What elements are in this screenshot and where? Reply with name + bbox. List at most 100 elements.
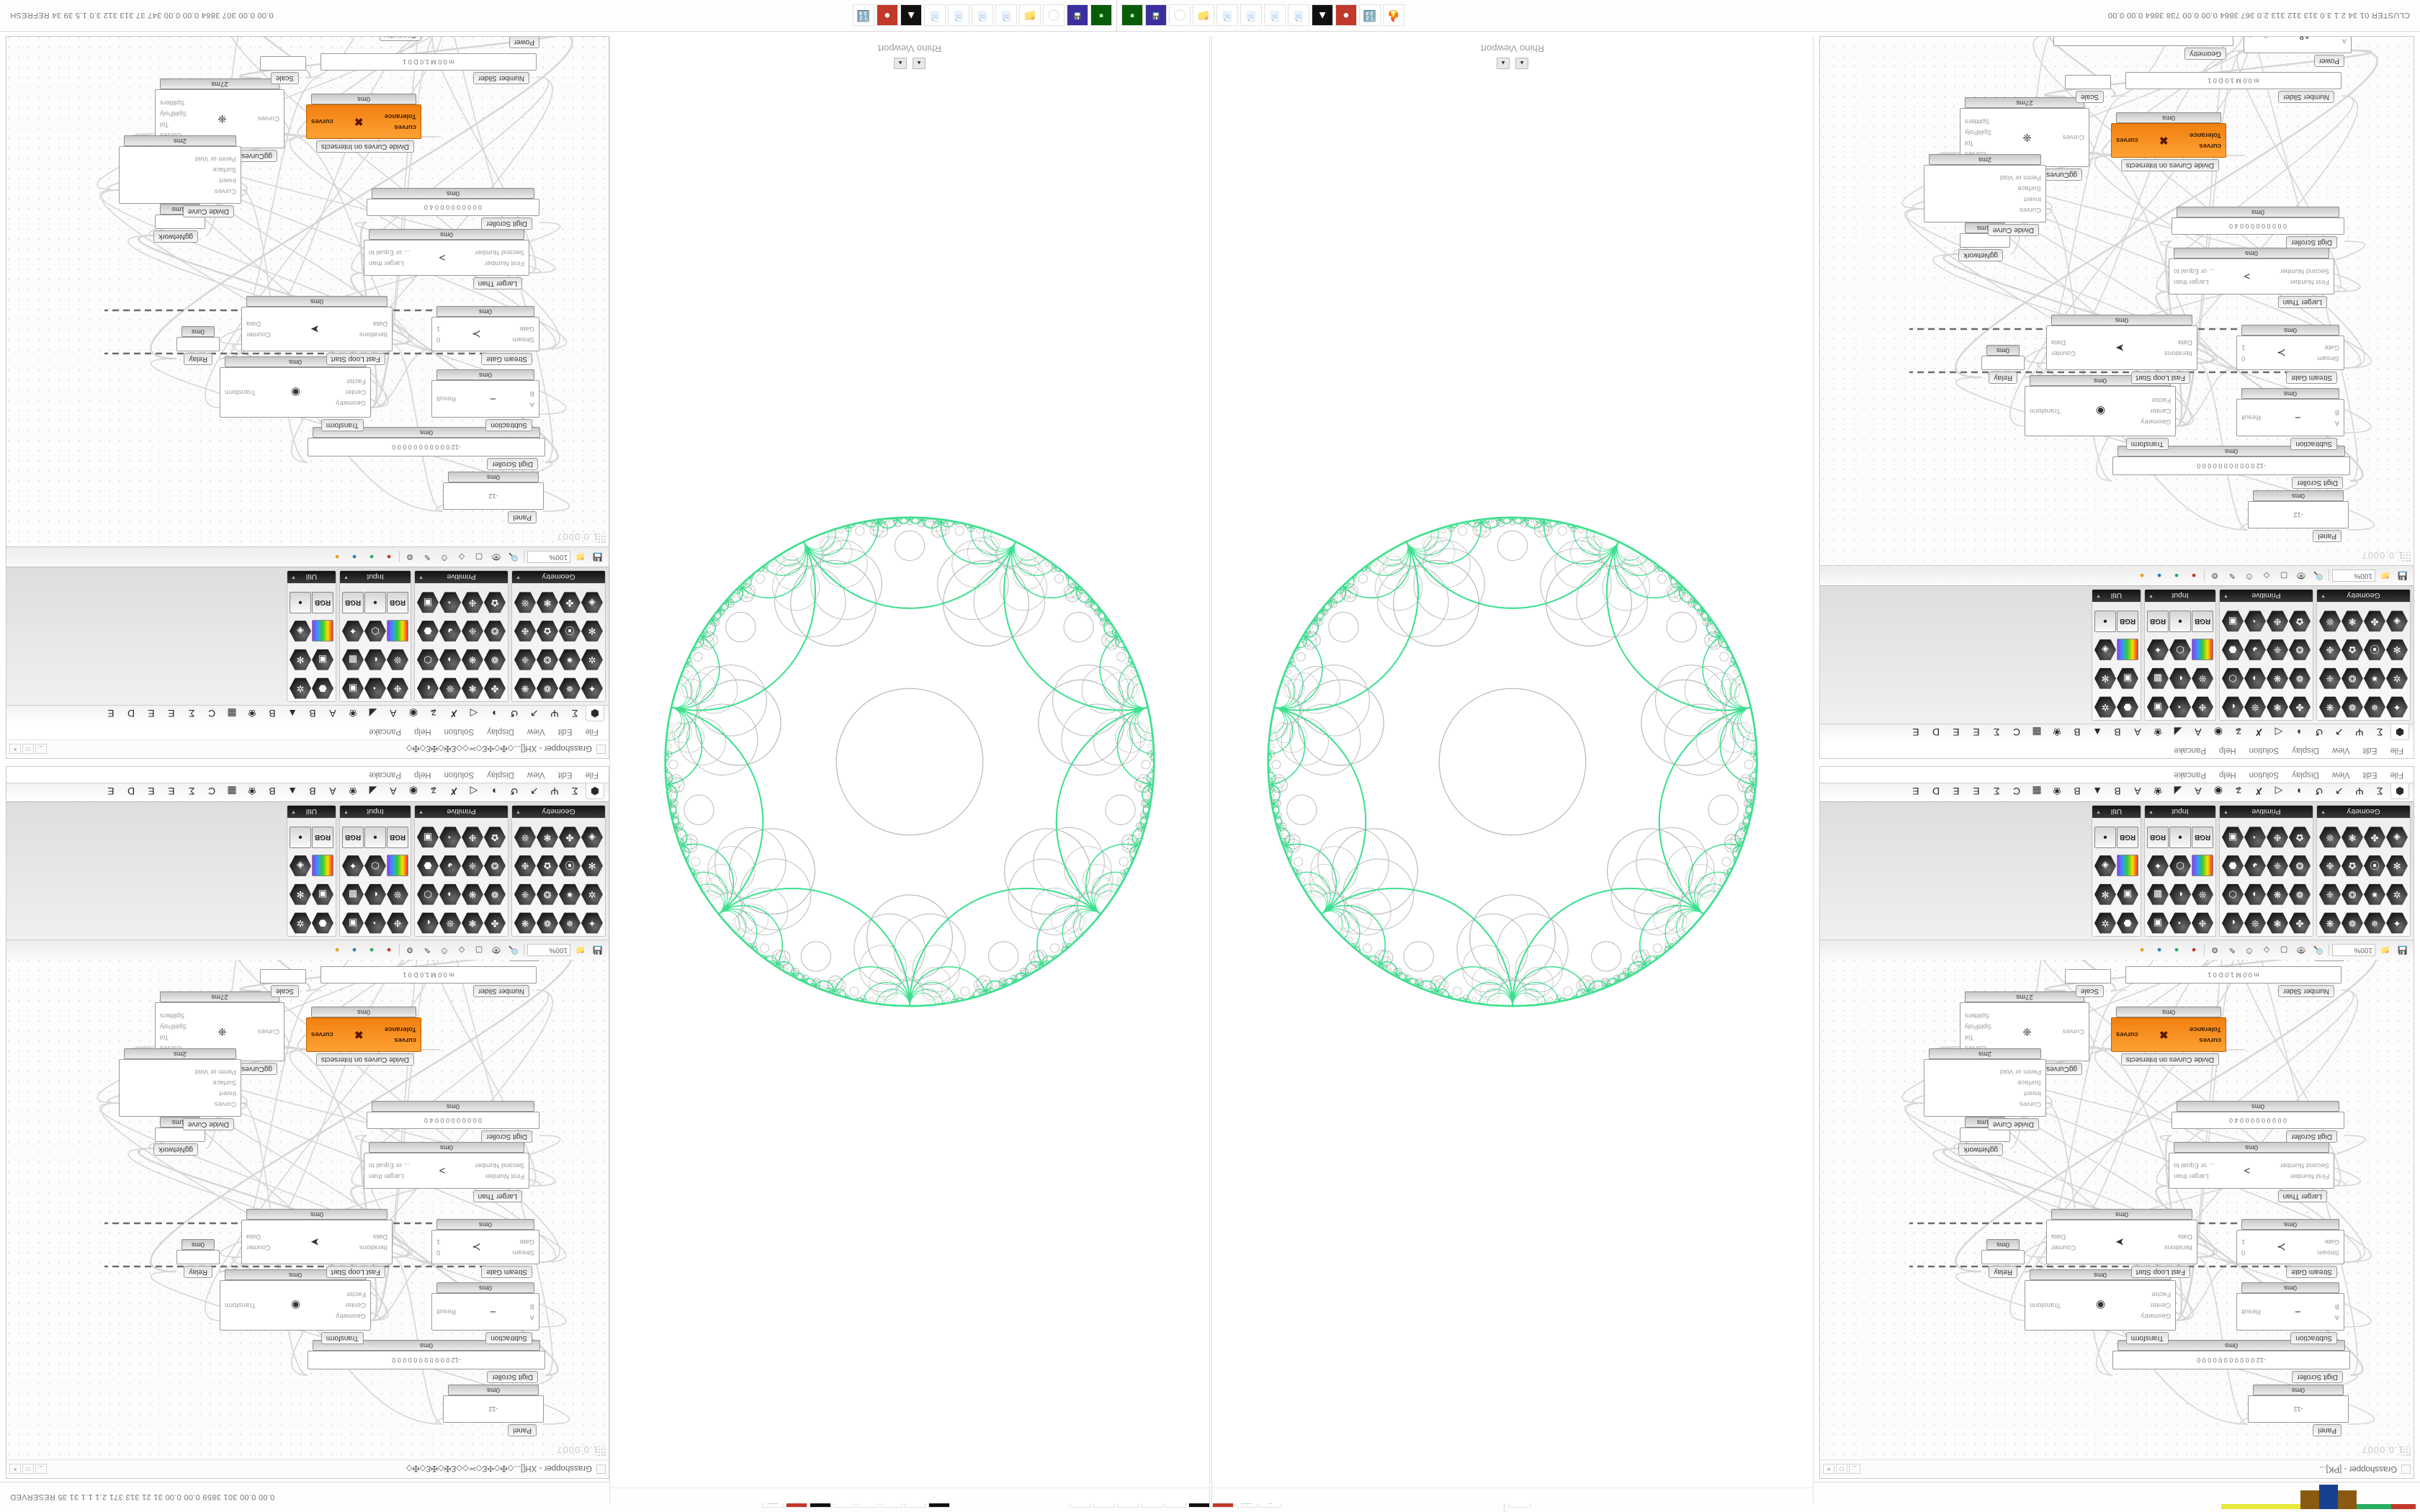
- save-icon[interactable]: 💾: [593, 945, 603, 954]
- gh-component-body[interactable]: Curves Invert Surface Perim or Void: [1924, 165, 2046, 222]
- menu-bar[interactable]: File Edit View Display Solution Help Pancake: [6, 767, 609, 783]
- component-button[interactable]: [2117, 855, 2138, 877]
- component-button[interactable]: ◐: [364, 883, 386, 905]
- search-icon[interactable]: 🔍: [2313, 945, 2323, 954]
- component-button[interactable]: ◈: [581, 592, 603, 613]
- component-button[interactable]: [312, 855, 333, 877]
- gh-input-ports[interactable]: AB: [2342, 37, 2347, 45]
- gh-port-input[interactable]: Tolerance: [2189, 1025, 2221, 1033]
- component-button[interactable]: ❁: [2341, 912, 2363, 934]
- ribbon-tab-7[interactable]: ✗: [449, 786, 458, 798]
- zoom-field[interactable]: 100%: [2332, 570, 2375, 582]
- gh-component-body[interactable]: Stream Gate ≻ 0 1: [2236, 336, 2344, 370]
- gh-port-output[interactable]: Data: [246, 1233, 261, 1241]
- menu-item-solution[interactable]: Solution: [444, 770, 475, 779]
- ribbon-group-label[interactable]: Geometry: [2317, 806, 2410, 818]
- component-button[interactable]: ✿: [537, 855, 558, 877]
- gh-output-ports[interactable]: Counter Data: [246, 320, 271, 338]
- gh-port-input[interactable]: Geometry: [336, 1312, 366, 1320]
- component-button[interactable]: ◔: [439, 827, 461, 848]
- component-button[interactable]: ❊: [439, 912, 461, 934]
- gh-port-output[interactable]: Transform: [225, 388, 256, 397]
- component-button[interactable]: ❉: [2192, 912, 2213, 934]
- component-button[interactable]: ❁: [537, 912, 558, 934]
- gh-port-output[interactable]: 0: [436, 1248, 441, 1256]
- gh-component[interactable]: Divide Curves on Intersects curves Toleran…: [306, 1007, 421, 1067]
- viewport-nav-1[interactable]: ▲ ▲: [1497, 58, 1528, 69]
- gh-port-input[interactable]: A: [529, 1313, 534, 1321]
- gh-component-body[interactable]: [260, 56, 306, 71]
- gh-component-body[interactable]: Stream Gate ≻ 0 1: [431, 317, 539, 351]
- ribbon-tab-3[interactable]: ↗: [530, 786, 539, 798]
- component-button[interactable]: ❋: [2319, 912, 2341, 934]
- gh-port-output[interactable]: Splitters: [160, 99, 185, 107]
- component-button[interactable]: ✦: [342, 855, 364, 877]
- menu-item-display[interactable]: Display: [487, 727, 514, 736]
- component-button[interactable]: ●: [364, 826, 386, 848]
- gh-input-ports[interactable]: Curves Invert Surface Perim or Void: [195, 1068, 236, 1108]
- cluster-icon[interactable]: ◇: [458, 552, 465, 561]
- rhino-viewport-window-1[interactable]: ▲ ▲ Rhino Viewport: [1211, 36, 1814, 1503]
- component-button[interactable]: ✤: [559, 827, 581, 848]
- render-icon[interactable]: ●: [2191, 571, 2197, 580]
- ribbon-group-label[interactable]: Util: [2092, 806, 2141, 818]
- component-button[interactable]: RGB: [387, 826, 408, 848]
- blender-icon[interactable]: ▲: [900, 4, 922, 27]
- ribbon-tabs[interactable]: ⬢ Σ Ψ ↗ ↺ ◗ ◁ ✗ ʑ ◉ A ◢ ❀ A B ▲ B ❀ ▦ C Σ E E D E: [6, 705, 609, 724]
- gh-output-ports[interactable]: Larger than ... or Equal to: [369, 248, 410, 267]
- component-ribbon[interactable]: ✦ ✲ ✻ ◈ ✵ ✷ ⦿ ✤ ❁ ❂ ✿ ❃ ❋ ❈ ❉ ❊ Geometry ✤ ❁ ❂ ✿ ❃ ❋ ❈ ❉ ❊ ◑ ◕ ◔ ◐ ⬡ ⬣ ▣…: [1820, 801, 2414, 940]
- ribbon-tab-13[interactable]: A: [2134, 726, 2141, 738]
- menu-bar[interactable]: File Edit View Display Solution Help Pancake: [6, 724, 609, 739]
- system-menu-icon[interactable]: [2401, 1464, 2411, 1474]
- component-button[interactable]: ✿: [2289, 827, 2311, 848]
- search-icon[interactable]: 🔍: [2313, 571, 2323, 580]
- notepad-icon[interactable]: 🗎: [995, 4, 1017, 27]
- gh-port-input[interactable]: Iterations: [359, 1243, 387, 1251]
- component-button[interactable]: ✲: [290, 912, 311, 934]
- ribbon-tab-9[interactable]: ◉: [2213, 726, 2223, 739]
- gh-component-body[interactable]: Curves Invert Surface Perim or Void: [119, 146, 241, 204]
- gh-port-output[interactable]: ... or Equal to: [2174, 267, 2215, 275]
- gh-output-ports[interactable]: Transform: [225, 389, 256, 397]
- component-button[interactable]: ▣: [417, 592, 439, 613]
- component-button[interactable]: ❊: [387, 883, 408, 905]
- ribbon-group-label[interactable]: Primitive: [415, 806, 508, 818]
- component-button[interactable]: ◈: [2386, 827, 2408, 848]
- component-button[interactable]: ◈: [2386, 611, 2408, 632]
- ribbon-tab-7[interactable]: ✗: [2254, 786, 2263, 798]
- gh-port-input[interactable]: Geometry: [336, 399, 366, 408]
- menu-item-solution[interactable]: Solution: [2249, 770, 2280, 779]
- gh-port-input[interactable]: Data: [2177, 1233, 2192, 1241]
- gh-component[interactable]: Scale: [260, 56, 306, 86]
- component-button[interactable]: ❃: [2341, 611, 2363, 632]
- gh-port-input[interactable]: A: [2334, 1313, 2339, 1321]
- component-button[interactable]: ❋: [462, 649, 483, 670]
- gh-port-input[interactable]: Center: [345, 1301, 366, 1310]
- window-controls[interactable]: _ □ ×: [1823, 1464, 1860, 1475]
- component-button[interactable]: ⦿: [2364, 855, 2385, 877]
- component-button[interactable]: ✤: [2289, 912, 2311, 934]
- gh-component-body[interactable]: 0 0 0 0 0 0 0 0 0 4 0: [2172, 217, 2344, 235]
- close-icon[interactable]: ×: [1823, 1464, 1834, 1475]
- component-button[interactable]: ✿: [537, 621, 558, 642]
- component-button[interactable]: ▦: [342, 883, 364, 905]
- gh-port-output[interactable]: 1: [2241, 343, 2246, 351]
- grasshopper-toolbar[interactable]: 💾 📁 100% 🔍 👁 ▢ ◇ ⏱ ✎ ⚙ ● ● ● ●: [1820, 565, 2414, 585]
- component-button[interactable]: ✦: [342, 621, 364, 642]
- ribbon-group-label[interactable]: Input: [340, 806, 411, 818]
- component-button[interactable]: ◈: [2094, 855, 2116, 877]
- gh-output-ports[interactable]: Result: [436, 1308, 456, 1316]
- gh-port-input[interactable]: Surface: [2017, 1079, 2041, 1086]
- component-button[interactable]: ◕: [439, 621, 461, 642]
- gh-port-input[interactable]: Second Number: [475, 248, 524, 256]
- component-button[interactable]: ❂: [537, 883, 558, 905]
- component-ribbon[interactable]: ✦ ✲ ✻ ◈ ✵ ✷ ⦿ ✤ ❁ ❂ ✿ ❃ ❋ ❈ ❉ ❊ Geometry ✤ ❁ ❂ ✿ ❃ ❋ ❈ ❉ ❊ ◑ ◕ ◔ ◐ ⬡ ⬣ ▣…: [6, 801, 609, 940]
- gh-output-ports[interactable]: Counter Data: [2051, 1233, 2076, 1251]
- gh-component-body[interactable]: First Number Second Number > Larger than...…: [364, 1153, 529, 1189]
- notepad-icon[interactable]: 🗎: [1216, 4, 1238, 27]
- ribbon-tab-2[interactable]: Ψ: [550, 786, 559, 797]
- gh-output-ports[interactable]: Transform: [2030, 408, 2061, 415]
- maximize-icon[interactable]: □: [22, 744, 34, 755]
- component-button[interactable]: ✻: [290, 883, 311, 905]
